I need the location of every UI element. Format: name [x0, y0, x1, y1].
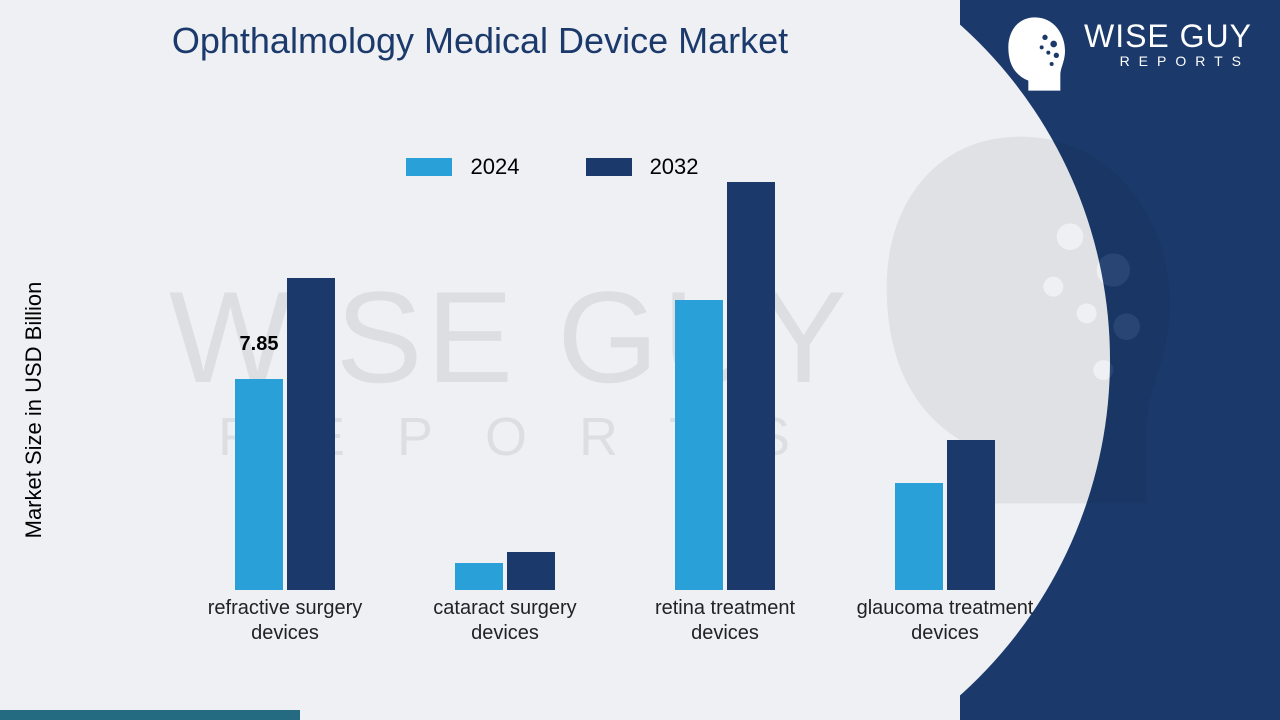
bar-value-label: 7.85	[240, 333, 279, 356]
bar	[507, 552, 555, 590]
stage: WISE GUY REPORTS Ophthalmology Medical D…	[0, 0, 1280, 720]
bottom-accent-bar	[0, 710, 300, 720]
x-axis-label: refractive surgery devices	[195, 590, 375, 646]
brand-sub: REPORTS	[1084, 53, 1252, 69]
legend-swatch-2032	[586, 158, 632, 176]
bar	[675, 300, 723, 590]
bar	[455, 563, 503, 590]
legend-item-2024: 2024	[406, 154, 519, 180]
bar	[947, 440, 995, 591]
chart-title: Ophthalmology Medical Device Market	[0, 20, 960, 62]
bar	[895, 483, 943, 591]
plot-area: 2024 2032 7.85refractive surgery devices…	[135, 160, 970, 590]
legend-label-2032: 2032	[650, 154, 699, 180]
legend: 2024 2032	[135, 154, 970, 182]
x-axis-label: retina treatment devices	[635, 590, 815, 646]
brand-head-icon	[1000, 14, 1070, 94]
y-axis-label: Market Size in USD Billion	[21, 282, 47, 539]
x-axis-label: cataract surgery devices	[415, 590, 595, 646]
legend-label-2024: 2024	[470, 154, 519, 180]
brand-logo: WISE GUY REPORTS	[1084, 18, 1252, 69]
legend-swatch-2024	[406, 158, 452, 176]
bar	[235, 379, 283, 590]
brand-main: WISE GUY	[1084, 18, 1252, 55]
bar-chart: Market Size in USD Billion 2024 2032 7.8…	[40, 130, 1000, 690]
legend-item-2032: 2032	[586, 154, 699, 180]
x-axis-label: glaucoma treatment devices	[855, 590, 1035, 646]
bar	[287, 278, 335, 590]
bar	[727, 182, 775, 591]
